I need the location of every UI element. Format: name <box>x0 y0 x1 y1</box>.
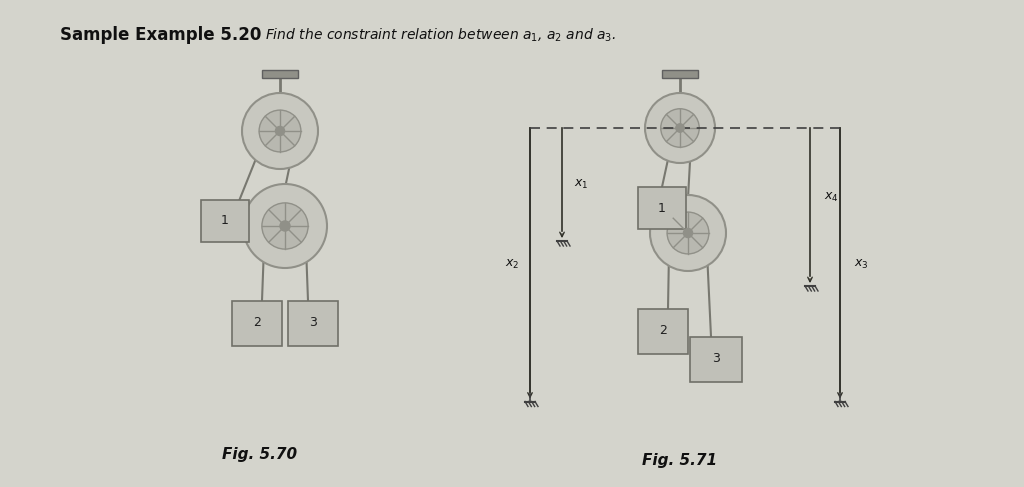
Text: 2: 2 <box>659 324 667 337</box>
Circle shape <box>242 93 318 169</box>
Text: Fig. 5.71: Fig. 5.71 <box>642 452 718 468</box>
Text: Sample Example 5.20: Sample Example 5.20 <box>60 26 261 44</box>
Text: $x_3$: $x_3$ <box>854 258 868 271</box>
Bar <box>638 187 686 229</box>
Bar <box>662 70 698 78</box>
Circle shape <box>683 228 692 238</box>
Bar <box>201 200 249 242</box>
Text: $x_1$: $x_1$ <box>574 178 589 191</box>
Circle shape <box>262 203 308 249</box>
Bar <box>288 300 338 345</box>
Circle shape <box>660 109 699 147</box>
Circle shape <box>243 184 327 268</box>
Text: Find the constraint relation between $a_1$, $a_2$ and $a_3$.: Find the constraint relation between $a_… <box>265 26 615 44</box>
Bar <box>232 300 282 345</box>
Text: $x_4$: $x_4$ <box>824 190 839 204</box>
Text: $x_2$: $x_2$ <box>505 258 519 271</box>
Circle shape <box>650 195 726 271</box>
Bar <box>638 308 688 354</box>
Text: 3: 3 <box>712 353 720 366</box>
Text: 1: 1 <box>221 214 229 227</box>
Circle shape <box>259 110 301 152</box>
Circle shape <box>676 124 684 132</box>
Text: 1: 1 <box>658 202 666 214</box>
Circle shape <box>280 221 290 231</box>
Bar <box>262 70 298 78</box>
Circle shape <box>667 212 709 254</box>
Text: 2: 2 <box>253 317 261 330</box>
Text: 3: 3 <box>309 317 317 330</box>
Text: Fig. 5.70: Fig. 5.70 <box>222 448 298 463</box>
Circle shape <box>275 127 285 135</box>
Bar <box>690 337 742 381</box>
Circle shape <box>645 93 715 163</box>
